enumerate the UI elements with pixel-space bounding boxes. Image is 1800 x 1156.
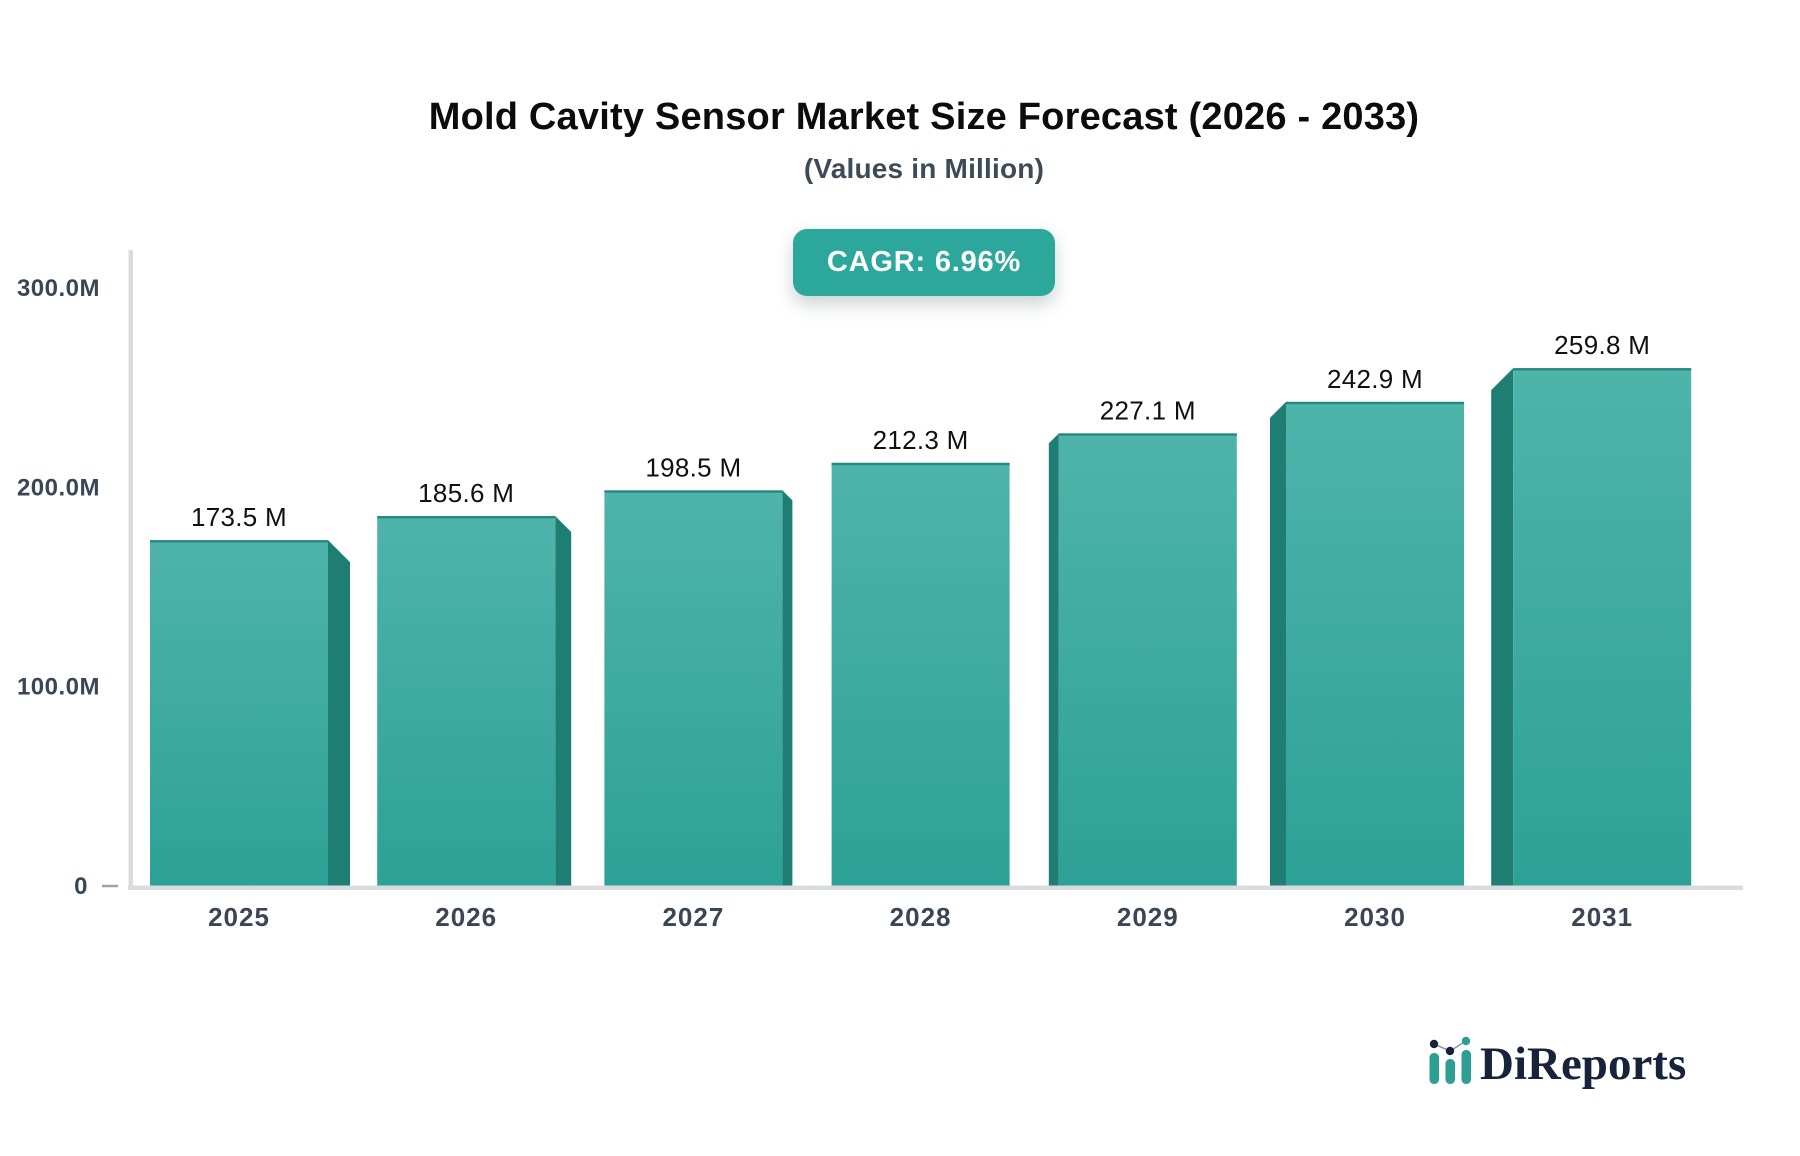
bar-2028[interactable] xyxy=(831,462,1010,886)
chart-subtitle: (Values in Million) xyxy=(803,153,1045,184)
bar-2027[interactable] xyxy=(604,490,783,886)
x-tick-label: 2030 xyxy=(1344,902,1406,932)
bar-3d-side-2025 xyxy=(328,540,350,886)
x-tick-label: 2025 xyxy=(208,902,270,932)
cagr-badge: CAGR: 6.96% xyxy=(792,229,1056,296)
x-tick-label: 2027 xyxy=(662,902,724,932)
bar-value-label: 259.8 M xyxy=(1554,330,1650,360)
y-tick-label: 200.0M xyxy=(17,474,100,501)
bar-line-chart-icon xyxy=(1428,1034,1474,1089)
bar-2031[interactable] xyxy=(1513,368,1692,887)
bar-2026[interactable] xyxy=(377,516,556,886)
y-tick-label: 0 xyxy=(74,873,88,900)
bar-value-label: 242.9 M xyxy=(1327,364,1423,394)
bar-3d-side-2031 xyxy=(1491,368,1514,887)
x-tick-label: 2026 xyxy=(435,902,497,932)
bar-value-label: 198.5 M xyxy=(645,452,741,482)
x-tick-label: 2031 xyxy=(1571,902,1633,932)
bar-value-label: 212.3 M xyxy=(873,425,969,455)
y-tick-label: 300.0M xyxy=(17,275,100,302)
bar-3d-side-2027 xyxy=(782,490,793,886)
direports-logo[interactable]: DiReports xyxy=(1428,1034,1686,1089)
chart-header: Mold Cavity Sensor Market Size Forecast … xyxy=(24,0,1800,296)
bar-value-label: 227.1 M xyxy=(1100,395,1196,425)
bar-3d-side-2026 xyxy=(555,516,572,886)
bar-value-label: 173.5 M xyxy=(191,502,287,532)
logo-wordmark: DiReports xyxy=(1480,1038,1687,1090)
x-axis-line xyxy=(128,885,1743,890)
bar-value-label: 185.6 M xyxy=(418,478,514,508)
bar-3d-side-2029 xyxy=(1048,433,1059,886)
x-tick-label: 2029 xyxy=(1117,902,1179,932)
chart-title: Mold Cavity Sensor Market Size Forecast … xyxy=(428,96,1420,138)
x-tick-label: 2028 xyxy=(890,902,952,932)
y-tick-label: 100.0M xyxy=(17,674,100,701)
y-axis-line xyxy=(128,250,133,890)
bar-3d-side-2030 xyxy=(1270,401,1286,886)
bar-2029[interactable] xyxy=(1058,433,1237,886)
bar-2030[interactable] xyxy=(1286,401,1464,886)
bar-2025[interactable] xyxy=(150,540,328,886)
